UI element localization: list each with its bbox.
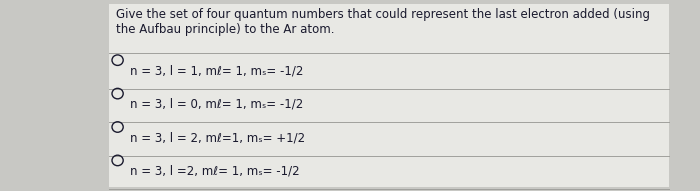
Text: n = 3, l = 1, mℓ= 1, mₛ= -1/2: n = 3, l = 1, mℓ= 1, mₛ= -1/2: [130, 64, 303, 77]
Text: n = 3, l = 0, mℓ= 1, mₛ= -1/2: n = 3, l = 0, mℓ= 1, mₛ= -1/2: [130, 98, 302, 111]
FancyBboxPatch shape: [108, 4, 668, 187]
Text: n = 3, l =2, mℓ= 1, mₛ= -1/2: n = 3, l =2, mℓ= 1, mₛ= -1/2: [130, 165, 299, 178]
Text: Give the set of four quantum numbers that could represent the last electron adde: Give the set of four quantum numbers tha…: [116, 8, 650, 36]
Text: n = 3, l = 2, mℓ=1, mₛ= +1/2: n = 3, l = 2, mℓ=1, mₛ= +1/2: [130, 131, 304, 144]
